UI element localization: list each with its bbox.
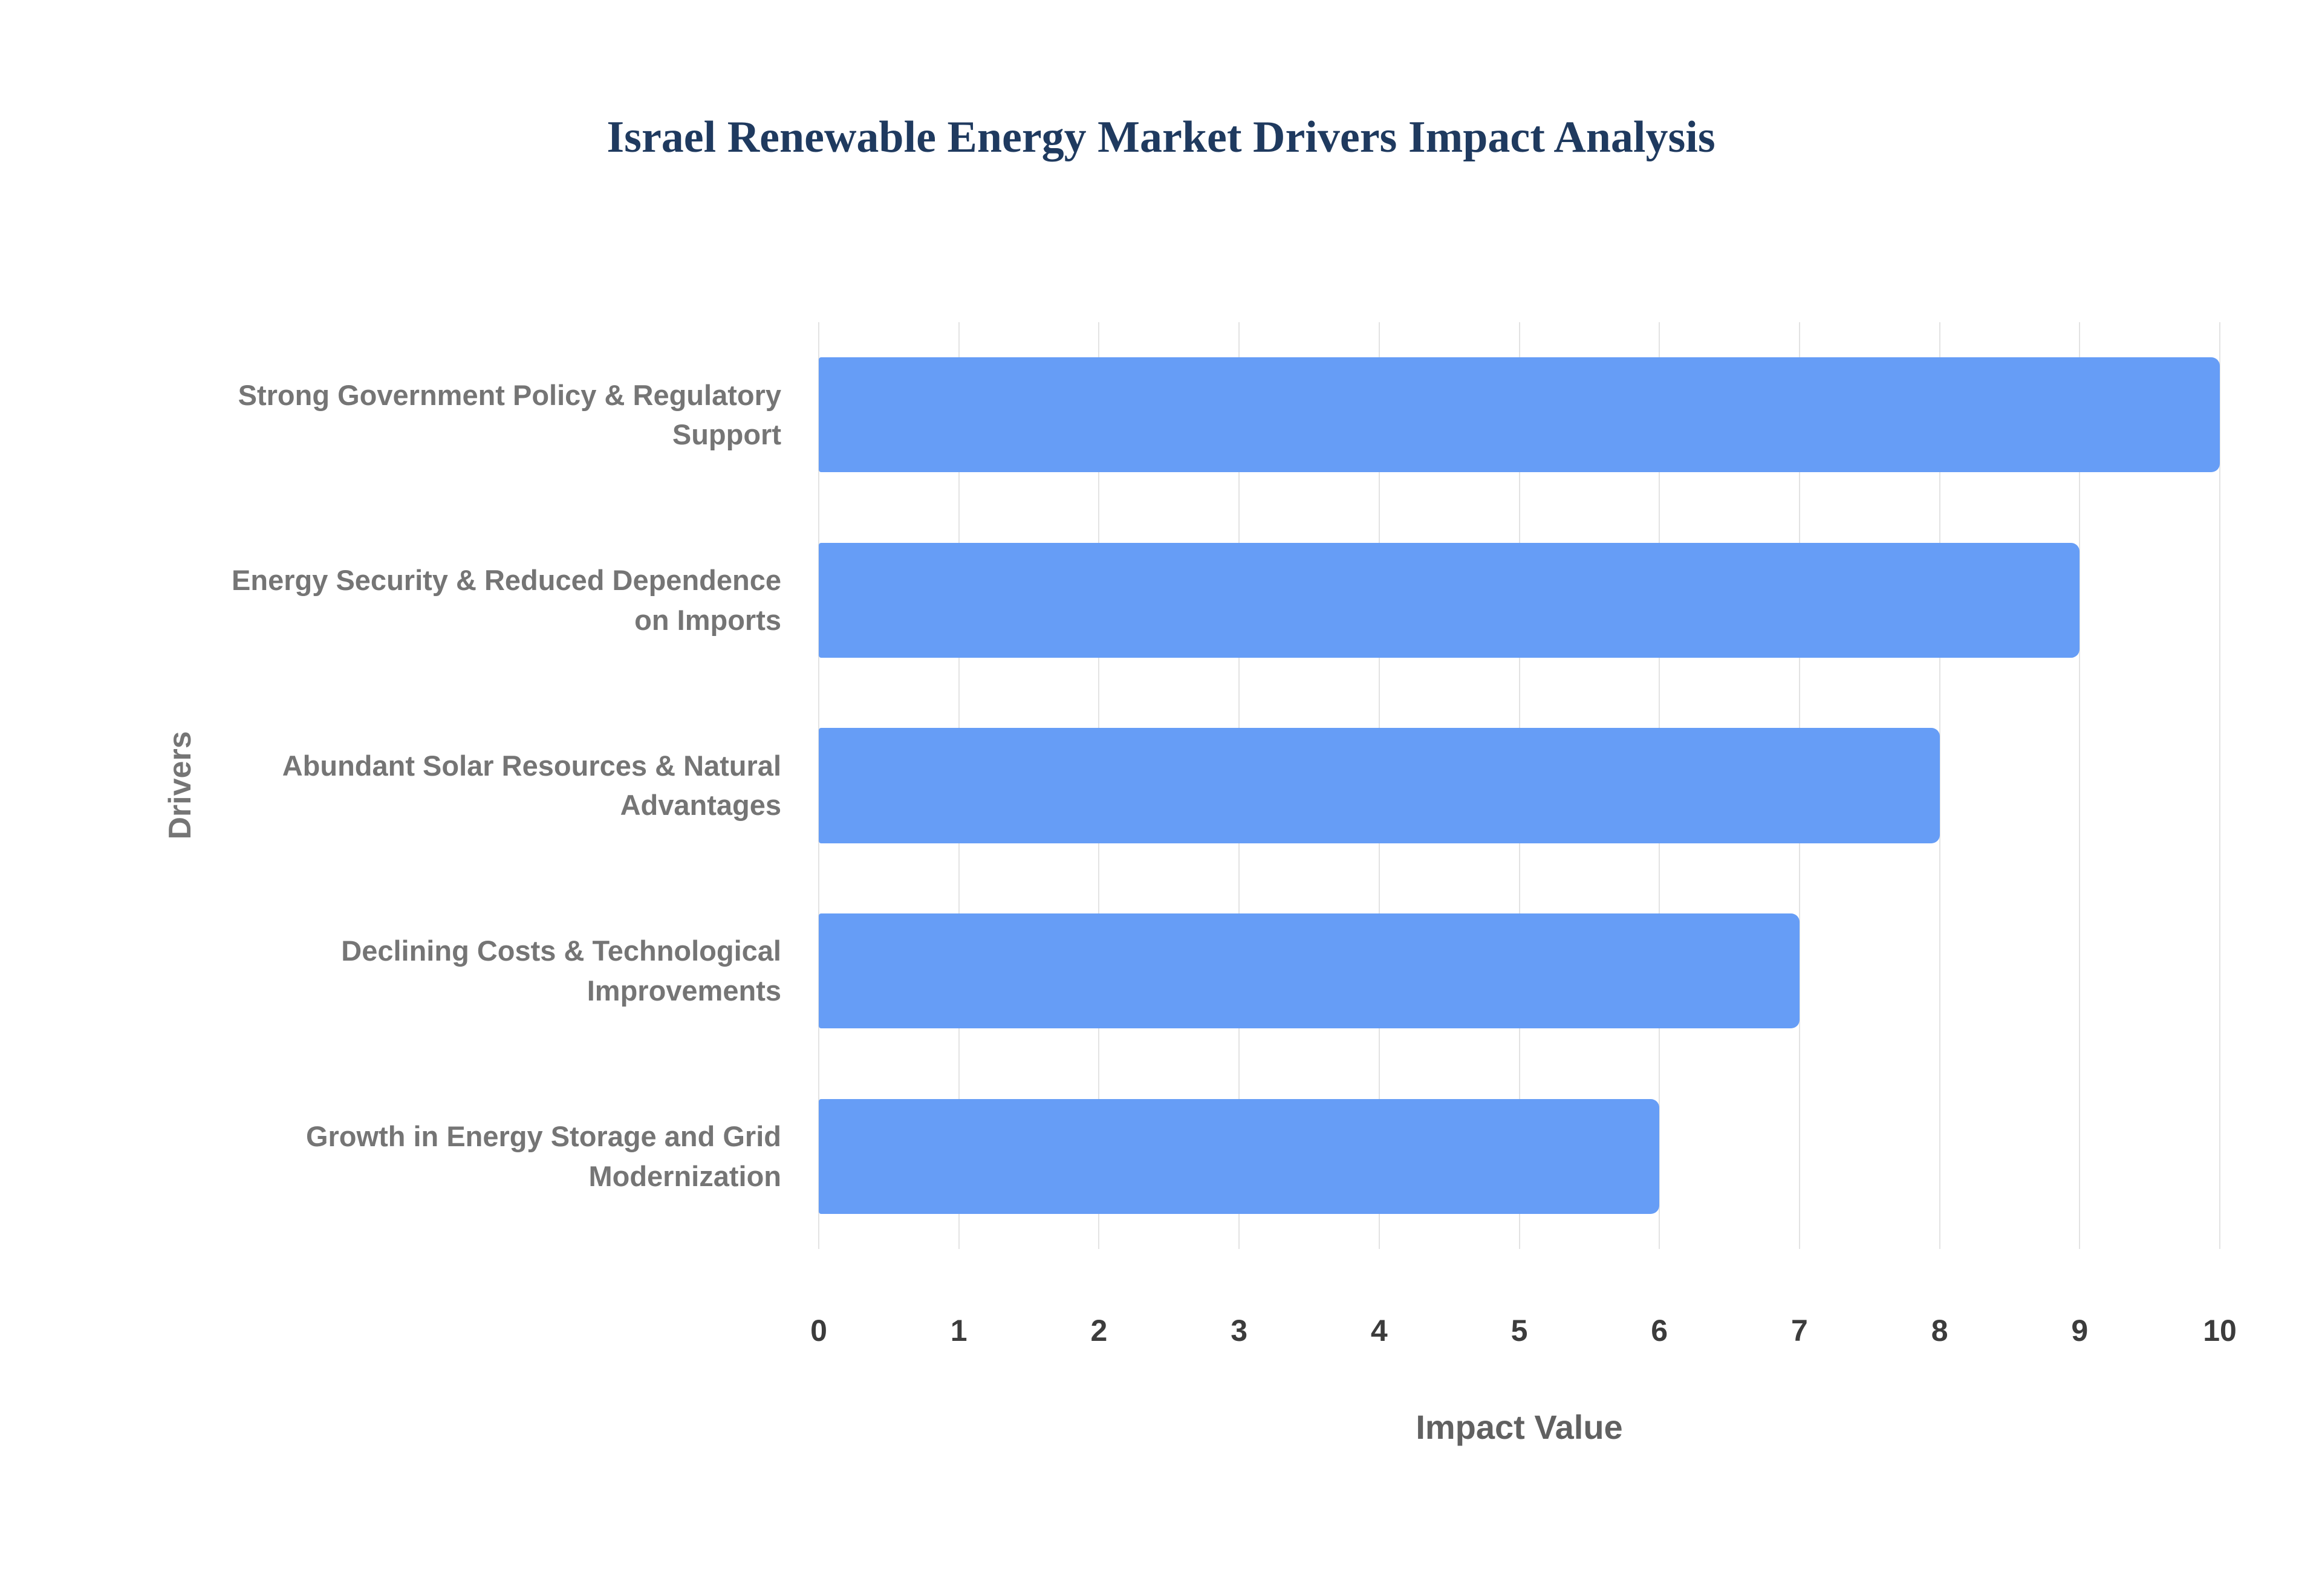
bar-row: [819, 878, 2220, 1064]
bar: [819, 542, 2080, 658]
x-tick-label: 3: [1231, 1314, 1247, 1348]
y-axis-title: Drivers: [163, 731, 198, 840]
chart-title: Israel Renewable Energy Market Drivers I…: [607, 112, 1715, 162]
x-axis-ticks: 0 1 2 3 4 5 6 7 8 9 10: [810, 1313, 2237, 1355]
x-tick-label: 1: [950, 1314, 968, 1348]
bar-row: [819, 693, 2220, 878]
x-tick-label: 6: [1651, 1314, 1668, 1348]
x-tick-label: 4: [1370, 1314, 1388, 1348]
grid-line: [1939, 322, 1940, 1249]
bar-series: [819, 322, 2220, 1249]
bar: [819, 1098, 1660, 1214]
bar-row: [819, 508, 2220, 693]
grid-line: [2219, 322, 2220, 1249]
grid-line: [2079, 322, 2081, 1249]
x-tick-label: 7: [1790, 1314, 1808, 1348]
x-tick-label: 9: [2071, 1314, 2089, 1348]
x-tick-label: 0: [810, 1314, 827, 1348]
bar: [819, 357, 2220, 473]
bar-row: [819, 1063, 2220, 1249]
bar: [819, 913, 1800, 1029]
x-tick-label: 8: [1931, 1314, 1948, 1348]
x-tick-label: 2: [1090, 1314, 1108, 1348]
bar: [819, 728, 1940, 843]
category-label: Declining Costs & Technological Improvem…: [341, 935, 781, 1007]
bar-row: [819, 322, 2220, 508]
category-label: Abundant Solar Resources & Natural Advan…: [282, 749, 781, 822]
category-label: Strong Government Policy & Regulatory Su…: [238, 378, 781, 451]
x-tick-label: 10: [2203, 1314, 2237, 1348]
y-axis-labels: Strong Government Policy & Regulatory Su…: [230, 322, 781, 1249]
category-label: Energy Security & Reduced Dependence on …: [232, 564, 781, 636]
x-tick-label: 5: [1511, 1314, 1528, 1348]
category-label: Growth in Energy Storage and Grid Modern…: [305, 1120, 781, 1192]
plot-area: [818, 322, 2220, 1249]
x-axis-title: Impact Value: [1416, 1408, 1623, 1446]
